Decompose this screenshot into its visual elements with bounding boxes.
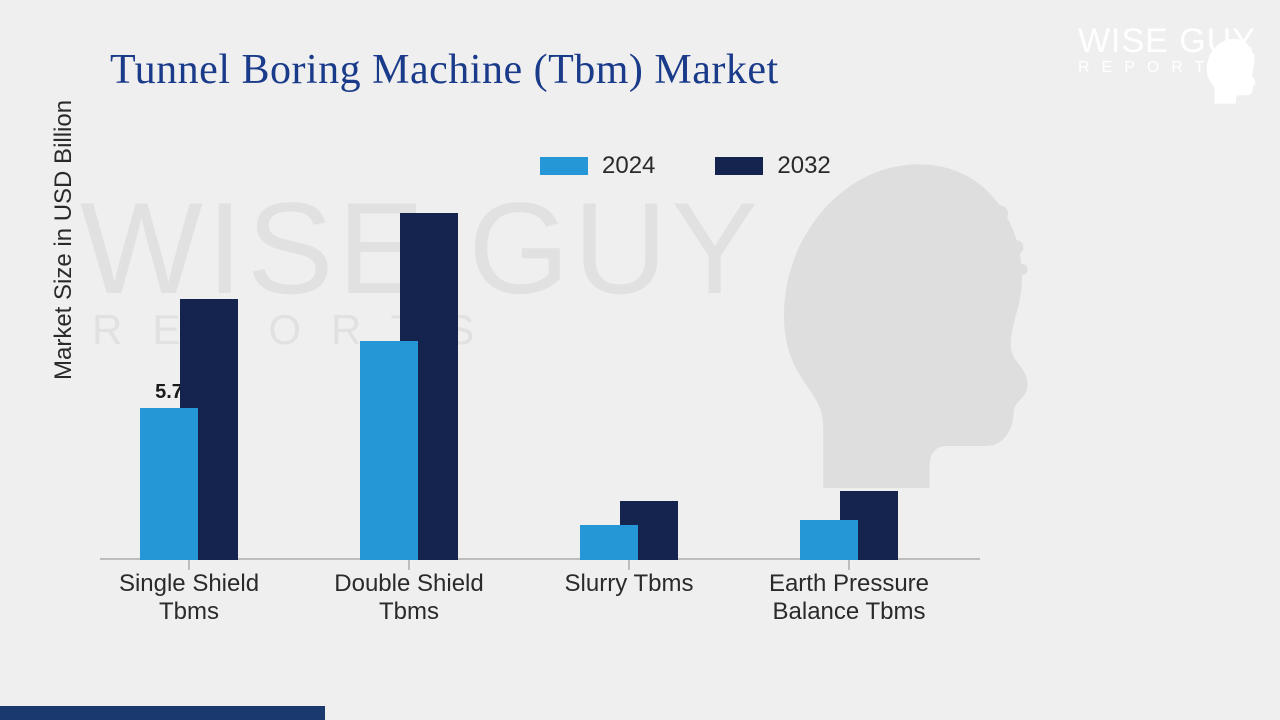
chart-title: Tunnel Boring Machine (Tbm) Market xyxy=(110,46,779,94)
category-label: Double Shield Tbms xyxy=(319,570,499,625)
plot-area: 5.7 xyxy=(100,200,980,560)
legend-label-2024: 2024 xyxy=(602,152,655,180)
legend-swatch-2024 xyxy=(540,157,588,175)
brand-head-icon xyxy=(1204,36,1260,104)
bar-2024 xyxy=(360,341,418,560)
legend-item-2032: 2032 xyxy=(715,152,830,180)
legend-label-2032: 2032 xyxy=(777,152,830,180)
category-label: Slurry Tbms xyxy=(539,570,719,598)
bar-2024 xyxy=(140,408,198,560)
chart-canvas: WISE GUY REPORTS WISE GUY REPORTS Tunnel… xyxy=(0,0,1280,720)
category-label: Single Shield Tbms xyxy=(99,570,279,625)
axis-tick xyxy=(628,560,630,570)
category-label: Earth Pressure Balance Tbms xyxy=(759,570,939,625)
axis-tick xyxy=(408,560,410,570)
bottom-accent-bar xyxy=(0,706,325,720)
brand-logo: WISE GUY REPORTS xyxy=(1078,22,1256,77)
y-axis-label: Market Size in USD Billion xyxy=(50,100,78,380)
bar-2024 xyxy=(580,525,638,560)
legend-item-2024: 2024 xyxy=(540,152,655,180)
axis-tick xyxy=(848,560,850,570)
legend-swatch-2032 xyxy=(715,157,763,175)
bar-2024 xyxy=(800,520,858,560)
legend: 2024 2032 xyxy=(540,152,831,180)
axis-tick xyxy=(188,560,190,570)
